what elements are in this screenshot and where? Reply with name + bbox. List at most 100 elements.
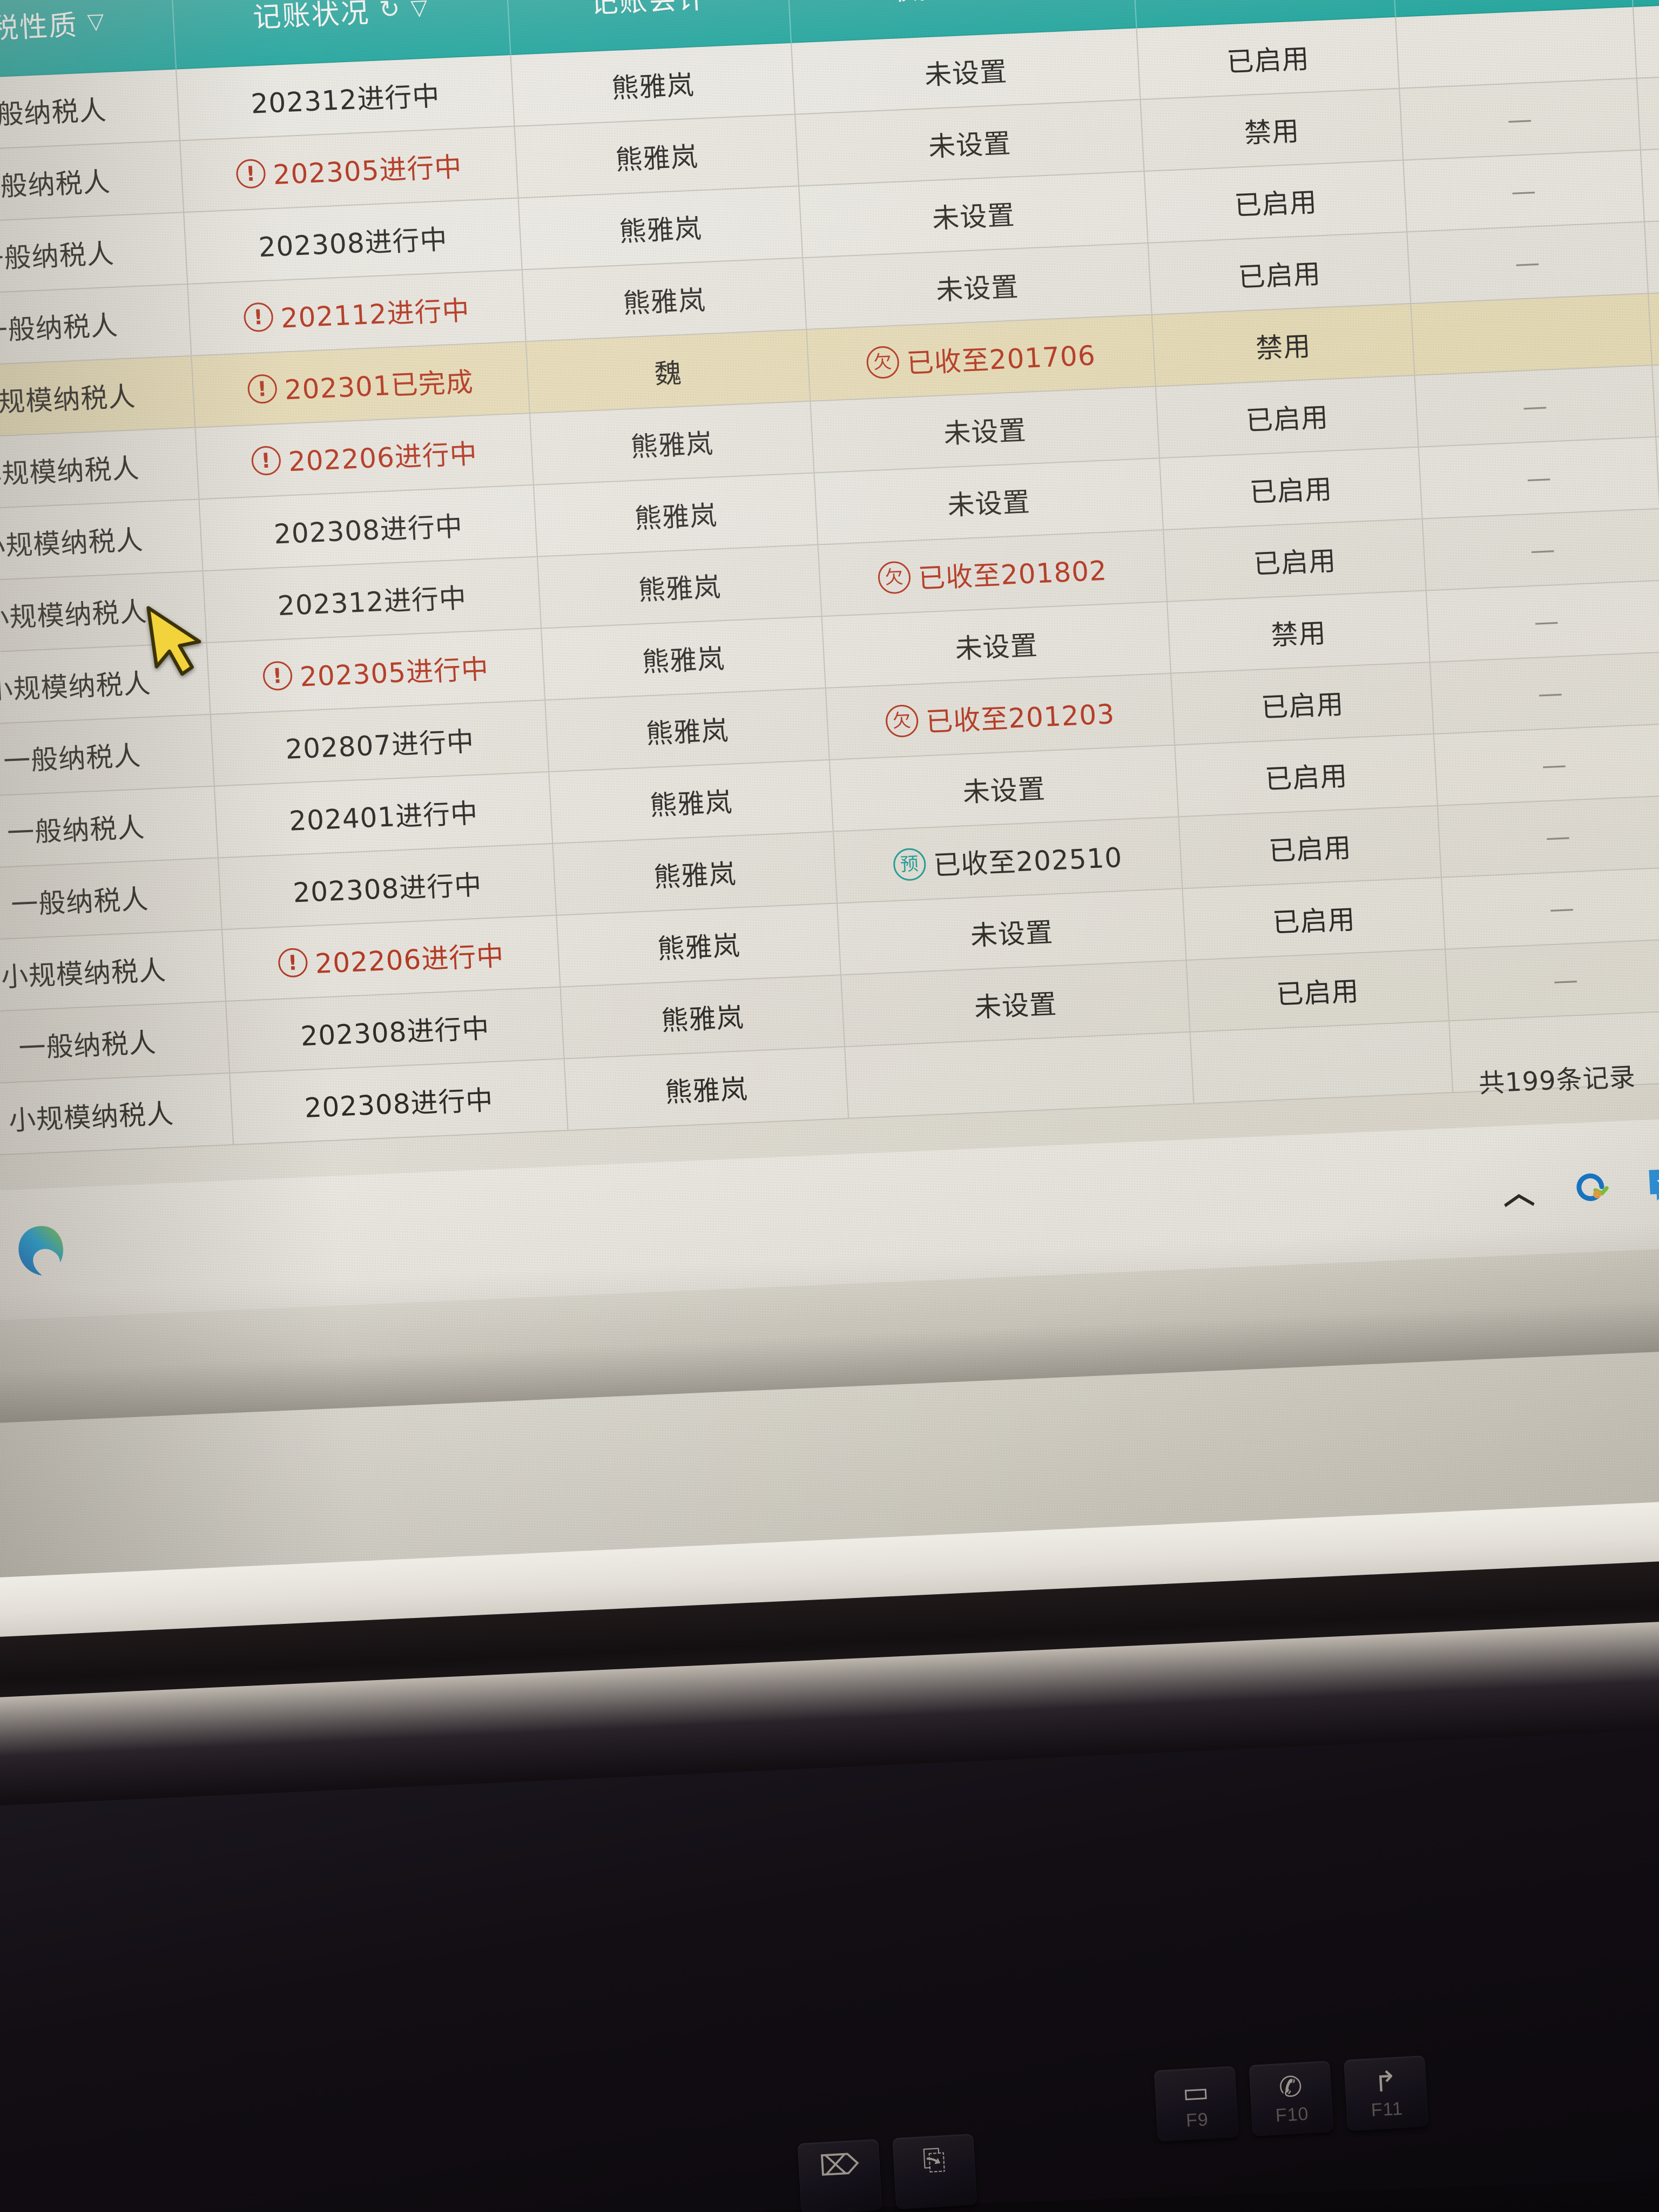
cell-taxpayer-nature: 小规模纳税人 — [0, 930, 226, 1013]
filter-icon[interactable]: ▽ — [410, 0, 429, 21]
bookkeeping-status-text: 202206进行中 — [287, 437, 478, 477]
fee-status-text: 未设置 — [969, 916, 1054, 952]
cell-enabled-state: 已启用 — [1156, 375, 1419, 458]
tag-value: — — [1525, 462, 1553, 493]
cell-fee-status: 未设置 — [799, 172, 1149, 258]
cell-enabled-state: 已启用 — [1164, 519, 1427, 601]
warning-icon: ! — [243, 301, 274, 333]
fee-status-text: 未设置 — [931, 199, 1016, 234]
arrears-badge-icon: 欠 — [877, 560, 912, 595]
bookkeeping-status-text: 202308进行中 — [292, 869, 483, 909]
keyboard-key-f10[interactable]: ✆ F10 — [1249, 2060, 1334, 2137]
star-badge-icon[interactable] — [1645, 1164, 1659, 1204]
cell-enabled-state: 已启用 — [1159, 447, 1423, 530]
cell-bookkeeping-status: 202308进行中 — [226, 987, 565, 1073]
bookkeeping-status-text: 202312进行中 — [250, 80, 441, 120]
laptop-screen: 询项目 选 ∨ 名下账套 纳税性质▽记账状况↻▽记账会计收费状况▽启用状态▽标签… — [0, 0, 1659, 1667]
cell-bookkeeping-status: 202312进行中 — [203, 557, 542, 642]
cell-fee-status: 预已收至202510 — [833, 817, 1183, 903]
cell-bookkeeping-status: 202308进行中 — [199, 485, 538, 571]
cell-enabled-state: 禁用 — [1141, 89, 1404, 171]
keyboard-function-row: ▭ F9 ✆ F10 ↱ F11 — [1154, 2055, 1429, 2142]
fee-status-text: 未设置 — [946, 486, 1031, 521]
cell-taxpayer-nature: 一般纳税人 — [0, 284, 192, 367]
cell-accountant: 熊雅岚 — [549, 760, 834, 843]
cell-fee-status: 未设置 — [841, 960, 1191, 1047]
fee-status-text: 未设置 — [954, 629, 1039, 665]
cell-accountant: 熊雅岚 — [538, 545, 822, 628]
bookkeeping-status-text: 202312进行中 — [276, 582, 468, 622]
column-header-label: 纳税性质 — [0, 9, 79, 46]
keyboard-key[interactable]: ⎘ — [892, 2134, 977, 2210]
cell-accountant: 熊雅岚 — [511, 43, 796, 126]
column-header-label: 记账会计 — [589, 0, 708, 20]
cell-tag: — — [1415, 366, 1657, 447]
cell-bookkeeping-status: 202308进行中 — [218, 844, 557, 929]
edge-browser-icon[interactable] — [11, 1220, 73, 1282]
tag-value: — — [1548, 893, 1576, 923]
key-glyph-icon: ↱ — [1373, 2065, 1398, 2099]
fee-status-text: 未设置 — [942, 414, 1027, 449]
tag-value: — — [1541, 750, 1568, 780]
cell-accountant: 熊雅岚 — [534, 473, 819, 556]
keyboard-key-f9[interactable]: ▭ F9 — [1154, 2066, 1239, 2142]
keyboard-key[interactable]: ⌦ — [797, 2139, 882, 2212]
cell-bookkeeping-status: ! 202305进行中 — [180, 126, 519, 212]
tag-value: — — [1529, 534, 1556, 565]
filter-icon[interactable]: ▽ — [86, 9, 106, 35]
keyboard-key-f11[interactable]: ↱ F11 — [1344, 2055, 1429, 2132]
prev-page-button[interactable]: ‹ — [1656, 1057, 1659, 1090]
cell-enabled-state: 已启用 — [1144, 160, 1408, 242]
cell-accountant: 魏 — [526, 329, 811, 413]
arrears-badge-icon: 欠 — [866, 345, 900, 379]
bookkeeping-status-text: 202308进行中 — [273, 510, 464, 550]
cell-fee-status: 未设置 — [795, 100, 1145, 186]
cell-fee-status: 未设置 — [822, 602, 1172, 688]
column-header-tax[interactable]: 纳税性质 ▽ — [0, 0, 177, 82]
cell-bookkeeping-status: 202807进行中 — [211, 700, 550, 786]
table-body: 一般纳税人 202312进行中 熊雅岚 未设置 已启用 一般纳税人! 202305进行中 熊雅… — [0, 1, 1659, 1162]
cell-enabled-state: 已启用 — [1171, 663, 1434, 745]
cell-tag — [1411, 294, 1653, 375]
bookkeeping-status-text: 202401进行中 — [288, 797, 479, 837]
cell-bookkeeping-status: 202312进行中 — [177, 55, 515, 140]
cell-fee-status: 未设置 — [814, 458, 1164, 544]
tag-value: — — [1510, 176, 1537, 206]
cell-accountant: 熊雅岚 — [553, 832, 838, 915]
refresh-icon[interactable]: ↻ — [378, 0, 402, 24]
cell-fee-status: 未设置 — [803, 243, 1152, 329]
tag-value: — — [1537, 678, 1564, 709]
cell-taxpayer-nature: 一般纳税人 — [0, 141, 185, 224]
cell-tag: — — [1419, 437, 1659, 518]
tray-expand-chevron-icon[interactable]: ︿ — [1502, 1174, 1536, 1212]
cell-fee-status: 欠已收至201203 — [826, 673, 1176, 759]
cell-enabled-state: 已启用 — [1148, 232, 1412, 314]
cell-accountant: 熊雅岚 — [557, 903, 841, 987]
key-fn-label: F10 — [1274, 2103, 1310, 2126]
sync-cloud-icon[interactable] — [1570, 1167, 1611, 1208]
warning-icon: ! — [251, 445, 282, 476]
cell-accountant: 熊雅岚 — [518, 186, 804, 269]
cell-tag: — — [1407, 222, 1649, 304]
bookkeeping-status-text: 202308进行中 — [300, 1012, 490, 1052]
tag-value: — — [1552, 965, 1580, 995]
cell-fee-status: 未设置 — [811, 387, 1160, 473]
cell-bookkeeping-status: ! 202206进行中 — [222, 915, 561, 1001]
tag-value: — — [1533, 606, 1560, 637]
cell-tag: — — [1426, 581, 1659, 662]
key-glyph-icon: ⎘ — [922, 2143, 947, 2177]
cell-fee-status: 欠已收至201706 — [807, 315, 1156, 401]
fee-status-text: 已收至201706 — [906, 339, 1097, 379]
cell-tag: — — [1438, 795, 1659, 877]
cell-tag: — — [1422, 509, 1659, 590]
cell-enabled-state: 已启用 — [1137, 17, 1400, 99]
cell-bookkeeping-status: 202401进行中 — [214, 772, 554, 858]
account-sets-table: 纳税性质▽记账状况↻▽记账会计收费状况▽启用状态▽标签▽ 一般纳税人202312… — [0, 0, 1659, 1162]
column-header-label: 收费状况 — [888, 0, 1007, 8]
cell-bookkeeping-status: ! 202301已完成 — [192, 342, 530, 427]
cell-fee-status: 欠已收至201802 — [818, 530, 1168, 616]
keyboard-lower-row: ⌦ ⎘ — [797, 2134, 977, 2212]
cell-bookkeeping-status: ! 202112进行中 — [188, 270, 527, 355]
tag-value: — — [1506, 104, 1534, 134]
cell-spacer — [1637, 72, 1659, 150]
